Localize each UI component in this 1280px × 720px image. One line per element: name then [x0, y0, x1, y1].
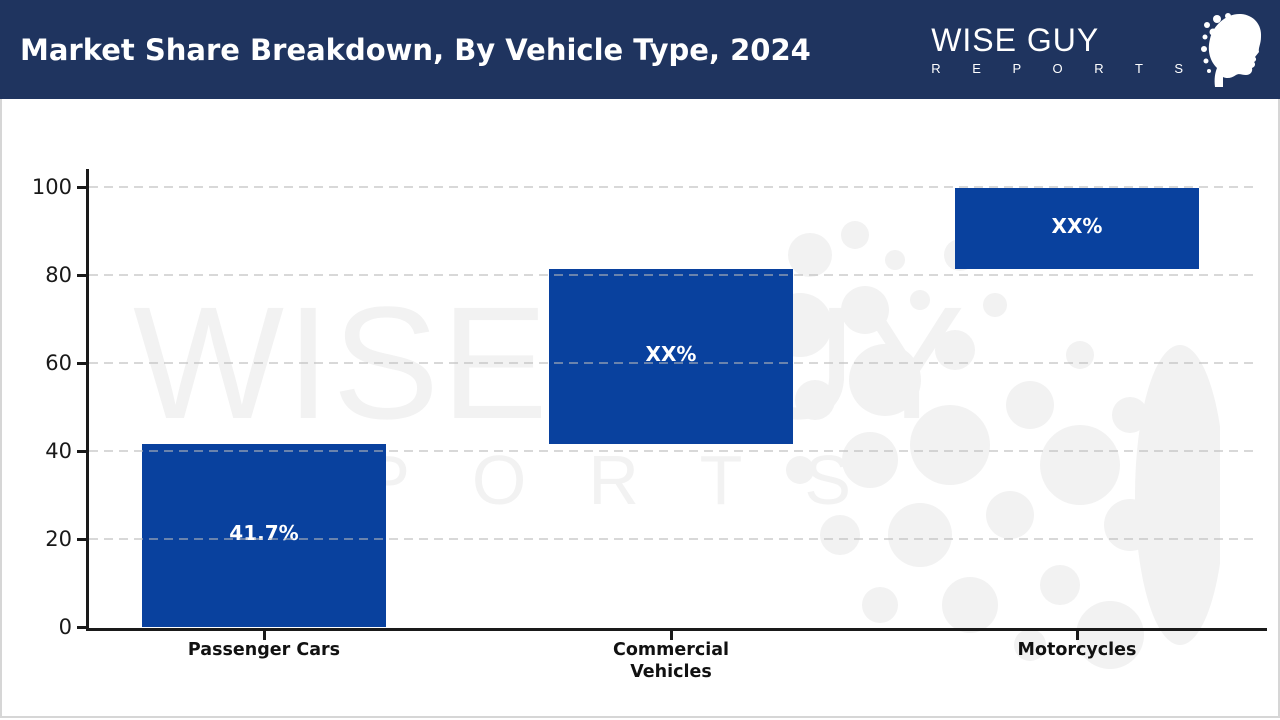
bar-commercial-vehicles: XX% — [549, 268, 793, 444]
page-title: Market Share Breakdown, By Vehicle Type,… — [20, 32, 811, 67]
y-tick-label-80: 80 — [45, 263, 72, 287]
y-tick-label-0: 0 — [58, 615, 72, 639]
y-tick-60 — [77, 362, 87, 365]
wise-guy-reports-logo: WISE GUY R E P O R T S — [931, 8, 1265, 92]
x-tick-0 — [262, 631, 266, 640]
y-tick-label-60: 60 — [45, 351, 72, 375]
gridline-60 — [89, 362, 1256, 364]
y-tick-40 — [77, 450, 87, 453]
y-axis-spine — [86, 169, 89, 630]
y-tick-label-20: 20 — [45, 527, 72, 551]
y-tick-100 — [77, 186, 87, 189]
bar-value-label: 41.7% — [229, 521, 299, 546]
bar-passenger-cars: 41.7% — [142, 443, 386, 627]
logo-head-icon — [1201, 13, 1262, 88]
x-tick-2 — [1075, 631, 1079, 640]
y-tick-0 — [77, 626, 87, 629]
bar-value-label: XX% — [1051, 214, 1103, 239]
y-tick-20 — [77, 538, 87, 541]
gridline-80 — [89, 274, 1256, 276]
gridline-20 — [89, 538, 1256, 540]
y-tick-label-100: 100 — [31, 175, 72, 199]
logo-name-text: WISE GUY — [931, 22, 1100, 59]
x-category-label-0: Passenger Cars — [187, 640, 341, 660]
y-tick-label-40: 40 — [45, 439, 72, 463]
logo-text: WISE GUY R E P O R T S — [931, 24, 1197, 76]
x-axis-spine — [86, 628, 1267, 631]
bar-motorcycles: XX% — [955, 187, 1199, 269]
x-tick-1 — [669, 631, 673, 640]
header-banner: Market Share Breakdown, By Vehicle Type,… — [0, 0, 1280, 99]
x-category-label-1: Commercial Vehicles — [612, 640, 729, 682]
gridline-100 — [89, 186, 1256, 188]
x-category-label-2: Motorcycles — [1017, 640, 1137, 660]
logo-reports-text: R E P O R T S — [931, 60, 1197, 76]
watermark-head-dots-icon — [780, 221, 1220, 669]
gridline-40 — [89, 450, 1256, 452]
y-tick-80 — [77, 274, 87, 277]
